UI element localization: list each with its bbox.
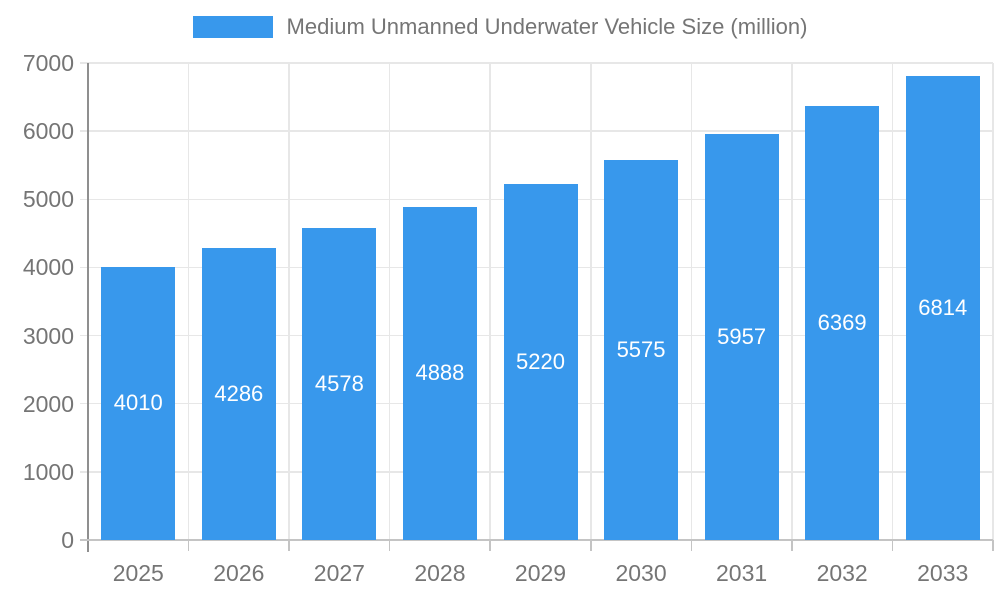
y-axis-tick-label: 4000 [22,254,74,281]
x-axis-category-label: 2032 [816,560,868,586]
x-axis-category-label: 2033 [917,560,969,586]
y-axis-tick-label: 5000 [22,186,74,213]
bar-2026[interactable] [201,247,276,540]
bar-2029[interactable] [503,184,578,540]
x-axis-category-label: 2030 [615,560,667,586]
bar-value-label: 4888 [415,360,465,386]
x-axis-tick [992,540,994,551]
x-axis-category-label: 2027 [313,560,365,586]
x-axis-line [80,539,993,541]
x-axis-tick [388,540,391,551]
bar-value-label: 5957 [717,324,767,350]
bar-value-label: 6369 [817,309,867,335]
y-axis-line [87,63,89,552]
gridline-horizontal [80,130,993,132]
bar-2032[interactable] [805,105,880,540]
y-axis-tick-label: 3000 [22,322,74,349]
bar-2028[interactable] [402,206,477,540]
bar-value-label: 4010 [113,390,163,416]
y-axis-tick-label: 6000 [22,118,74,145]
x-axis-category-label: 2031 [716,560,768,586]
x-axis-tick [288,540,290,551]
x-axis-category-label: 2026 [213,560,265,586]
bar-value-label: 4286 [214,380,264,406]
bar-value-label: 4578 [314,371,364,397]
x-axis-tick [187,540,190,551]
y-axis-tick-label: 2000 [22,390,74,417]
y-axis-tick-label: 0 [61,527,74,553]
gridline-vertical [690,63,693,540]
x-axis-category-label: 2025 [112,560,164,586]
x-axis-tick [891,540,894,551]
x-axis-tick [590,540,592,551]
bar-2025[interactable] [101,266,176,540]
x-axis-category-label: 2029 [514,560,567,586]
bar-value-label: 6814 [918,294,968,320]
gridline-vertical [590,63,592,540]
gridline-horizontal [80,62,993,64]
gridline-vertical [791,63,793,540]
x-axis-tick [690,540,693,551]
bar-2027[interactable] [302,228,377,540]
x-axis-tick [791,540,793,551]
bar-2033[interactable] [905,75,980,540]
bar-2030[interactable] [604,160,679,540]
bar-value-label: 5220 [516,349,565,375]
gridline-vertical [489,63,491,540]
y-axis-tick-label: 7000 [22,50,74,76]
gridline-vertical [288,63,290,540]
gridline-vertical [187,63,190,540]
x-axis-tick [489,540,491,551]
gridline-vertical [388,63,391,540]
y-axis-tick-label: 1000 [22,458,74,485]
bar-value-label: 5575 [616,337,666,363]
gridline-vertical [891,63,894,540]
gridline-vertical [992,63,994,540]
bar-2031[interactable] [704,134,779,540]
x-axis-category-label: 2028 [414,560,466,586]
legend-label[interactable]: Medium Unmanned Underwater Vehicle Size … [286,14,808,39]
legend-swatch[interactable] [192,16,273,38]
legend: Medium Unmanned Underwater Vehicle Size … [0,14,1000,40]
